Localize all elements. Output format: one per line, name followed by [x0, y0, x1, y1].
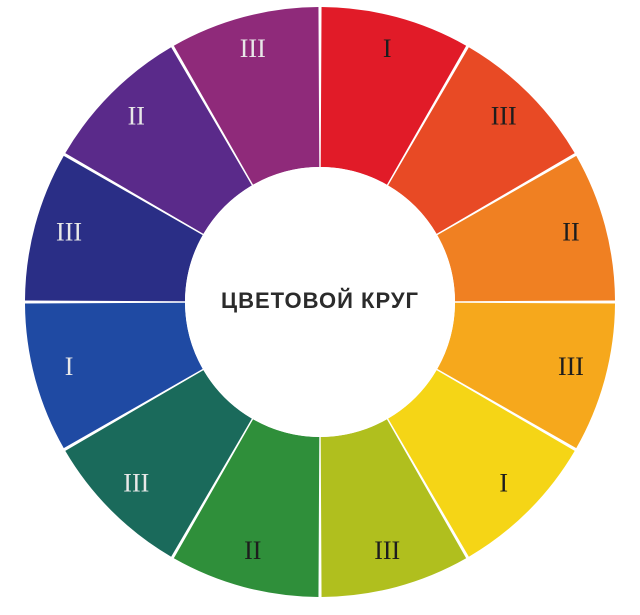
segment-label: I	[65, 352, 74, 381]
color-wheel-svg: IIIIIIIIIIIIIIIIIIIIIIIIIIIЦВЕТОВОЙ КРУГ	[0, 0, 640, 615]
segment-label: III	[491, 101, 517, 130]
segment-label: II	[244, 536, 261, 565]
segment-label: I	[499, 469, 508, 498]
segment-label: I	[383, 34, 392, 63]
segment-label: III	[123, 469, 149, 498]
segment-label: II	[562, 218, 579, 247]
color-wheel-figure: IIIIIIIIIIIIIIIIIIIIIIIIIIIЦВЕТОВОЙ КРУГ	[0, 0, 640, 615]
segment-label: III	[558, 352, 584, 381]
segment-label: III	[56, 218, 82, 247]
segment-label: III	[374, 536, 400, 565]
segment-label: III	[240, 34, 266, 63]
chart-title: ЦВЕТОВОЙ КРУГ	[221, 288, 419, 313]
segment-label: II	[128, 101, 145, 130]
